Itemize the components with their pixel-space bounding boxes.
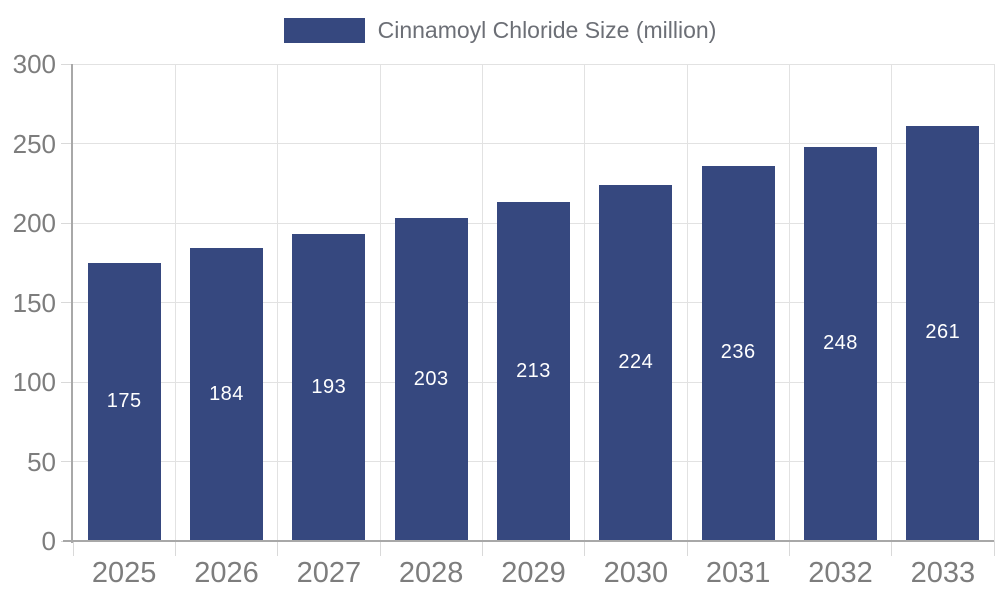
x-tick-mark xyxy=(891,541,893,556)
legend-swatch xyxy=(283,18,365,43)
bar-value-label: 261 xyxy=(925,321,961,344)
bar-value-label: 236 xyxy=(720,341,756,364)
gridline-horizontal xyxy=(73,143,994,144)
bar[interactable]: 236 xyxy=(701,165,775,540)
bar[interactable]: 261 xyxy=(906,126,980,540)
bar-value-label: 203 xyxy=(413,367,449,390)
x-tick-label: 2028 xyxy=(398,557,464,589)
x-tick-label: 2031 xyxy=(705,557,771,589)
bar[interactable]: 184 xyxy=(190,248,263,540)
x-tick-label: 2027 xyxy=(296,557,362,589)
x-tick-mark xyxy=(481,541,483,556)
y-tick-mark xyxy=(61,381,73,383)
legend[interactable]: Cinnamoyl Chloride Size (million) xyxy=(0,18,1000,43)
bar-value-label: 213 xyxy=(516,359,551,382)
x-tick-label: 2033 xyxy=(910,557,976,589)
y-tick-label: 50 xyxy=(27,446,56,477)
gridline-vertical xyxy=(379,64,381,541)
gridline-vertical xyxy=(277,64,279,541)
gridline-vertical xyxy=(174,64,176,541)
bar[interactable]: 193 xyxy=(292,234,366,540)
gridline-vertical xyxy=(788,64,790,541)
bar[interactable]: 248 xyxy=(804,146,877,540)
bar-value-label: 175 xyxy=(106,389,142,412)
bar-value-label: 184 xyxy=(209,382,244,405)
x-tick-mark xyxy=(72,541,74,556)
x-axis-line xyxy=(63,540,994,542)
bar[interactable]: 175 xyxy=(87,262,161,540)
y-tick-label: 250 xyxy=(12,128,56,159)
gridline-vertical xyxy=(584,64,586,541)
x-tick-mark xyxy=(174,541,176,556)
bar[interactable]: 224 xyxy=(599,184,673,540)
bar-value-label: 193 xyxy=(311,375,347,398)
gridline-vertical xyxy=(686,64,688,541)
bar-value-label: 248 xyxy=(823,331,858,354)
x-tick-label: 2032 xyxy=(808,557,873,589)
y-tick-mark xyxy=(61,302,73,303)
y-tick-mark xyxy=(61,461,73,462)
gridline-horizontal xyxy=(73,63,994,65)
y-tick-label: 150 xyxy=(12,287,56,318)
gridline-vertical xyxy=(481,64,483,541)
y-tick-mark xyxy=(61,63,73,65)
y-axis-line xyxy=(71,64,73,543)
x-tick-mark xyxy=(277,541,279,556)
y-tick-label: 0 xyxy=(41,526,56,556)
x-tick-label: 2029 xyxy=(501,557,566,589)
x-tick-mark xyxy=(993,541,995,556)
y-tick-label: 100 xyxy=(12,367,56,397)
y-tick-mark xyxy=(61,143,73,144)
y-tick-label: 200 xyxy=(12,208,56,238)
x-tick-label: 2026 xyxy=(194,557,259,589)
x-tick-label: 2025 xyxy=(91,557,157,589)
x-tick-mark xyxy=(379,541,381,556)
bar[interactable]: 203 xyxy=(394,218,468,540)
y-tick-mark xyxy=(61,222,73,224)
gridline-vertical xyxy=(993,64,995,541)
y-tick-label: 300 xyxy=(12,49,56,79)
x-tick-label: 2030 xyxy=(603,557,669,589)
bar-value-label: 224 xyxy=(618,350,654,373)
gridline-vertical xyxy=(891,64,893,541)
x-tick-mark xyxy=(584,541,586,556)
x-tick-mark xyxy=(788,541,790,556)
bar[interactable]: 213 xyxy=(497,202,570,540)
legend-label: Cinnamoyl Chloride Size (million) xyxy=(377,17,717,43)
x-tick-mark xyxy=(686,541,688,556)
